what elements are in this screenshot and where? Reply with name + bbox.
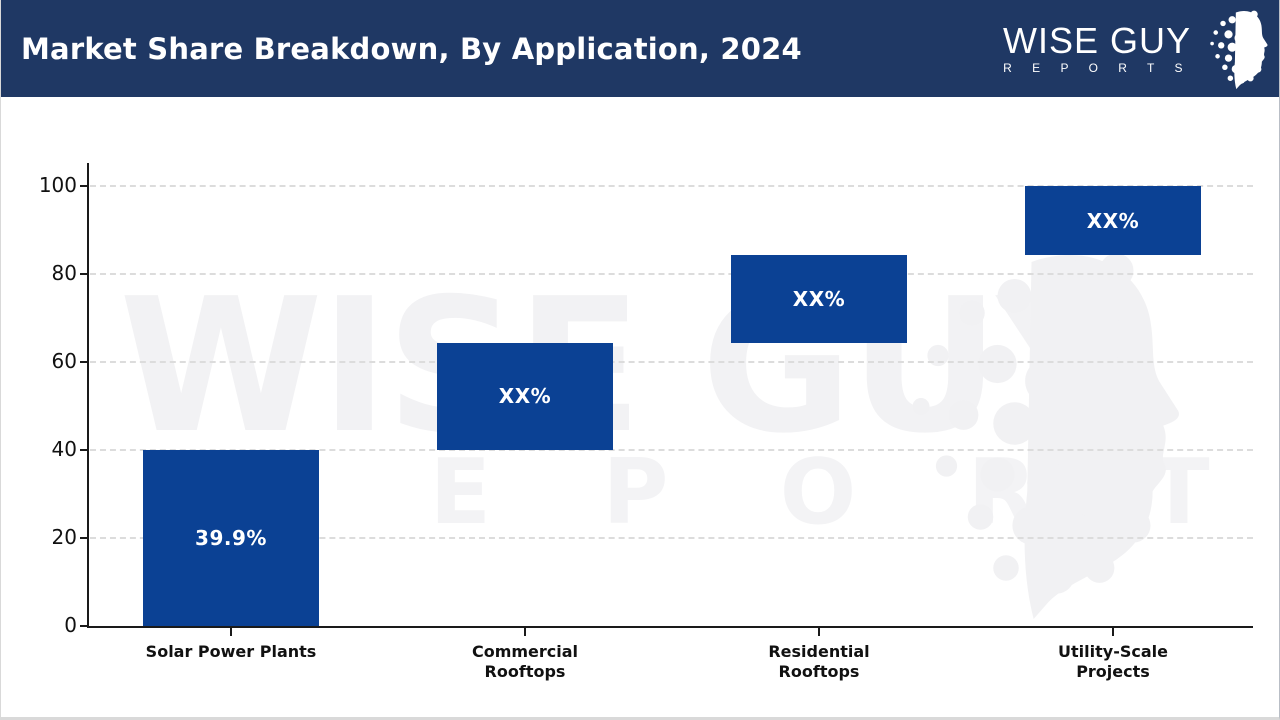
bar-segment: 39.9% <box>143 450 319 626</box>
bar-value-label: XX% <box>792 286 846 311</box>
bar-segment: XX% <box>731 255 907 343</box>
watermark-wordmark: WISE GUY <box>119 258 1131 474</box>
y-tick-mark-40 <box>80 449 89 451</box>
head-profile-icon <box>1210 10 1268 89</box>
chart-canvas: WISE GUY R E P O R T S 02040608010039.9%… <box>1 97 1279 717</box>
bar-value-label: 39.9% <box>195 526 267 550</box>
gridline-40 <box>90 449 1253 451</box>
header-bar: Market Share Breakdown, By Application, … <box>1 0 1279 97</box>
y-tick-label-0: 0 <box>64 613 77 637</box>
y-tick-mark-0 <box>80 625 89 627</box>
plot-area: 0 20 40 60 80 100 39.9% Solar Power Plants XX% Co… <box>1 97 1279 717</box>
chart-title: Market Share Breakdown, By Application, … <box>21 31 802 66</box>
x-tick-mark <box>818 628 820 636</box>
y-tick-label-60: 60 <box>51 349 77 373</box>
wise-guy-reports-logo: WISE GUY R E P O R T S <box>1003 7 1279 91</box>
x-category-label: Solar Power Plants <box>145 642 317 661</box>
x-category-label: Commercial Rooftops <box>471 642 579 681</box>
y-tick-mark-80 <box>80 273 89 275</box>
y-tick-label-80: 80 <box>51 261 77 285</box>
x-tick-mark <box>230 628 232 636</box>
x-tick-mark <box>524 628 526 636</box>
gridline-60 <box>90 361 1253 363</box>
x-category-label: Residential Rooftops <box>768 642 870 681</box>
logo-subtitle: R E P O R T S <box>1003 60 1191 75</box>
y-tick-label-100: 100 <box>38 173 77 197</box>
x-tick-mark <box>1112 628 1114 636</box>
y-tick-mark-60 <box>80 361 89 363</box>
y-tick-mark-20 <box>80 537 89 539</box>
x-category-label: Utility-Scale Projects <box>1058 642 1168 681</box>
bar-value-label: XX% <box>498 384 552 409</box>
bar-value-label: XX% <box>1086 208 1140 233</box>
y-tick-mark-100 <box>80 185 89 187</box>
bar-segment: XX% <box>437 342 613 450</box>
bar-segment: XX% <box>1025 186 1201 256</box>
logo-text: WISE GUY R E P O R T S <box>1002 19 1191 75</box>
watermark-head-icon <box>912 253 1179 619</box>
gridline-80 <box>90 273 1253 275</box>
logo-wordmark: WISE GUY <box>1002 19 1191 61</box>
y-tick-label-40: 40 <box>51 437 77 461</box>
gridline-20 <box>90 537 1253 539</box>
y-tick-label-20: 20 <box>51 525 77 549</box>
x-axis-line <box>87 626 1253 628</box>
y-axis-line <box>87 163 89 628</box>
gridline-100 <box>90 185 1253 187</box>
